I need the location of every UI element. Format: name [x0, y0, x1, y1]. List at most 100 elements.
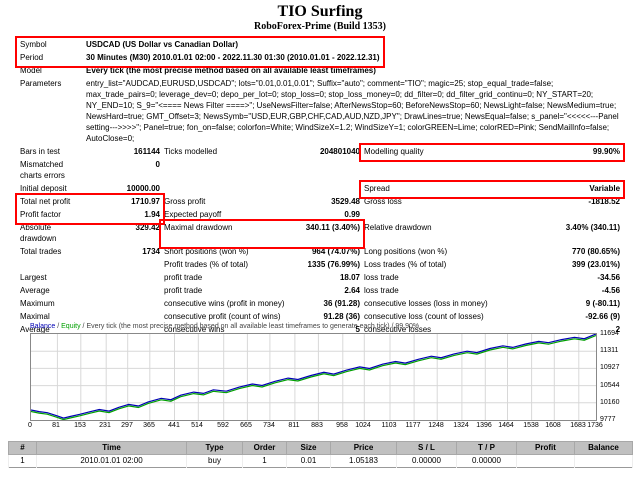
y-axis-label: 9777 — [600, 416, 616, 423]
stats-value — [532, 208, 622, 221]
stats-label: Gross profit — [164, 197, 206, 206]
x-axis-label: 665 — [240, 422, 252, 429]
x-axis-label: 231 — [99, 422, 111, 429]
trade-cell: 1 — [242, 454, 287, 468]
stats-row: Average consecutive wins 5 consecutive loss… — [18, 323, 622, 336]
trades-header-cell: Order — [242, 441, 287, 455]
stats-value: 3529.48 — [331, 197, 360, 206]
stats-value: 9 (-80.11) — [585, 299, 621, 308]
x-axis-label: 883 — [311, 422, 323, 429]
balance-line — [31, 334, 596, 419]
stats-label: Average — [20, 286, 50, 295]
stats-label: Initial deposit — [20, 184, 67, 193]
stats-value: -34.56 — [597, 273, 621, 282]
y-axis-label: 11311 — [600, 347, 619, 354]
trades-header-cell: T / P — [456, 441, 517, 455]
stats-label: Long positions (won %) — [364, 247, 448, 256]
trade-cell: 0.01 — [286, 454, 331, 468]
stats-label: Total net profit — [20, 197, 71, 206]
x-axis-label: 1396 — [476, 422, 492, 429]
stats-row: Average profit trade 2.64 loss trade -4.56 — [18, 284, 622, 297]
stats-label: Ticks modelled — [164, 147, 218, 156]
stats-label: Maximal — [20, 312, 50, 321]
x-axis-label: 81 — [52, 422, 60, 429]
x-axis-label: 365 — [143, 422, 155, 429]
x-axis-label: 1177 — [405, 422, 421, 429]
trade-row: 1 2010.01.01 02:00 buy 1 0.01 1.05183 0.00000 0… — [8, 454, 633, 468]
stats-value: Variable — [589, 184, 621, 193]
report-subtitle: RoboForex-Prime (Build 1353) — [253, 21, 387, 32]
stats-label: Model — [20, 66, 42, 75]
stats-value: 1335 (76.99%) — [307, 260, 360, 269]
stats-row: Period 30 Minutes (M30) 2010.01.01 02:00 … — [18, 51, 622, 64]
stats-label — [162, 182, 302, 195]
stats-value: 964 (74.07%) — [311, 247, 360, 256]
stats-value: 0.99 — [344, 210, 360, 219]
stats-value: -92.66 (9) — [585, 312, 621, 321]
stats-row: Symbol USDCAD (US Dollar vs Canadian Doll… — [18, 38, 622, 51]
legend-separator: / — [55, 323, 62, 330]
x-axis-label: 734 — [263, 422, 275, 429]
y-axis-label: 10927 — [600, 364, 620, 371]
stats-row: Initial deposit 10000.00 Spread Variable — [18, 182, 622, 195]
stats-label: Period — [20, 53, 44, 62]
stats-row: Largest profit trade 18.07 loss trade -34.56 — [18, 271, 622, 284]
stats-row: Total net profit 1710.97 Gross profit 3529.… — [18, 195, 622, 208]
stats-value: 329.42 — [135, 223, 160, 232]
stats-row: Maximal consecutive profit (count of wins… — [18, 310, 622, 323]
balance-chart — [30, 333, 597, 421]
stats-row: Mismatched charts errors 0 — [18, 158, 622, 182]
stats-value: 1710.97 — [131, 197, 160, 206]
x-axis-label: 441 — [168, 422, 180, 429]
stats-label: Maximum — [20, 299, 55, 308]
stats-label: Absolute drawdown — [20, 223, 57, 243]
stats-label: consecutive wins (profit in money) — [164, 299, 285, 308]
stats-label: Total trades — [20, 247, 62, 256]
balance-equity-chart-svg — [31, 334, 596, 420]
stats-label: consecutive losses — [364, 325, 432, 334]
stats-label: Loss trades (% of total) — [364, 260, 447, 269]
stats-label: Symbol — [20, 40, 47, 49]
stats-label: profit trade — [164, 286, 203, 295]
stats-label: loss trade — [364, 286, 399, 295]
stats-label: Profit factor — [20, 210, 61, 219]
equity-legend-label: Equity — [61, 323, 81, 330]
stats-row: Maximum consecutive wins (profit in money… — [18, 297, 622, 310]
stats-label: Profit trades (% of total) — [164, 260, 249, 269]
stats-value: 2.64 — [344, 286, 360, 295]
stats-value: 30 Minutes (M30) 2010.01.01 02:00 - 2022… — [86, 53, 380, 62]
stats-row: Model Every tick (the most precise method… — [18, 64, 622, 77]
stats-row: Profit trades (% of total) 1335 (76.99%) L… — [18, 258, 622, 271]
stats-label — [362, 208, 532, 221]
stats-row: Total trades 1734 Short positions (won %) 9… — [18, 245, 622, 258]
x-axis-label: 1464 — [498, 422, 514, 429]
stats-label: Largest — [20, 273, 47, 282]
x-axis-label: 1736 — [587, 422, 603, 429]
stats-value: 1734 — [142, 247, 160, 256]
trades-header-cell: # — [8, 441, 37, 455]
x-axis-label: 297 — [121, 422, 133, 429]
x-axis-label: 1538 — [523, 422, 539, 429]
trades-header-cell: Time — [36, 441, 187, 455]
stats-value: 3.40% (340.11) — [565, 223, 621, 232]
x-axis-label: 1608 — [545, 422, 561, 429]
stats-label: entry_list="AUDCAD,EURUSD,USDCAD"; lots=… — [86, 79, 619, 143]
chart-y-axis: 11694 11311 10927 10544 10160 9777 — [600, 330, 638, 423]
stats-row: Bars in test 161144 Ticks modelled 20480104… — [18, 145, 622, 158]
trade-cell: 0.00000 — [456, 454, 517, 468]
stats-value: 2 — [615, 325, 621, 334]
chart-legend: Balance / Equity / Every tick (the most … — [30, 322, 630, 331]
trades-header-cell: Size — [286, 441, 331, 455]
stats-label: Gross loss — [364, 197, 402, 206]
trades-header-cell: Profit — [516, 441, 575, 455]
stats-label: consecutive profit (count of wins) — [164, 312, 281, 321]
x-axis-label: 1248 — [428, 422, 444, 429]
equity-line — [31, 334, 596, 420]
chart-caption-text: / Every tick (the most precise method ba… — [80, 323, 420, 330]
x-axis-label: 0 — [28, 422, 32, 429]
stats-row: Absolute drawdown 329.42 Maximal drawdown 3… — [18, 221, 622, 245]
stats-value: 5 — [355, 325, 360, 334]
stats-value — [84, 297, 162, 310]
